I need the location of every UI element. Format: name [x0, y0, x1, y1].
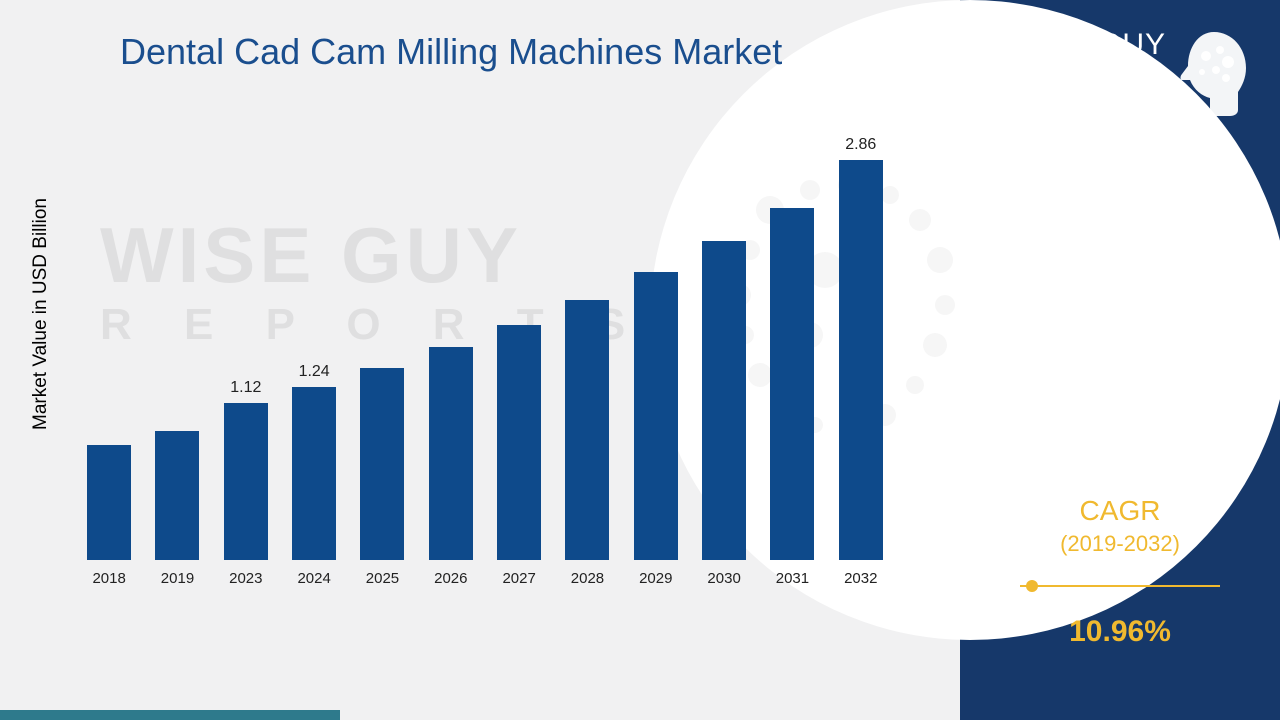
bar-col: 2.86: [827, 160, 895, 560]
x-axis-label: 2031: [758, 570, 826, 600]
bar-col: [485, 325, 553, 560]
accent-divider: [1020, 585, 1220, 587]
bar: [155, 431, 199, 560]
x-axis-label: 2032: [827, 570, 895, 600]
bar: [224, 403, 268, 560]
x-axis-label: 2025: [348, 570, 416, 600]
logo-text-sub: R E P O R T S: [972, 64, 1166, 80]
bar-col: [75, 445, 143, 560]
x-axis-label: 2029: [622, 570, 690, 600]
bar-col: [622, 272, 690, 560]
bar: [839, 160, 883, 560]
bar-value-label: 1.12: [230, 379, 261, 397]
bar-col: [417, 347, 485, 560]
bar-col: [758, 208, 826, 560]
logo-text-main: WISE GUY: [972, 28, 1166, 62]
x-axis-label: 2023: [212, 570, 280, 600]
x-axis-label: 2027: [485, 570, 553, 600]
bar-chart: 1.121.242.86 201820192023202420252026202…: [75, 160, 895, 600]
bar: [702, 241, 746, 560]
brand-logo: WISE GUY R E P O R T S: [972, 28, 1252, 118]
bar: [87, 445, 131, 560]
bar-col: [690, 241, 758, 560]
bar-col: [348, 368, 416, 560]
x-axis-label: 2024: [280, 570, 348, 600]
bar-value-label: 1.24: [299, 363, 330, 381]
bar: [429, 347, 473, 560]
bar: [497, 325, 541, 560]
cagr-block: CAGR (2019-2032) 10.96%: [1000, 495, 1240, 649]
x-axis-label: 2019: [143, 570, 211, 600]
bar-col: 1.12: [212, 403, 280, 560]
cagr-title: CAGR: [1000, 495, 1240, 527]
bar: [360, 368, 404, 560]
chart-title: Dental Cad Cam Milling Machines Market: [120, 30, 782, 73]
bar: [292, 387, 336, 560]
x-axis-label: 2026: [417, 570, 485, 600]
logo-head-icon: [1172, 28, 1252, 118]
bar: [634, 272, 678, 560]
bar-col: 1.24: [280, 387, 348, 560]
x-axis-label: 2028: [553, 570, 621, 600]
cagr-range: (2019-2032): [1000, 531, 1240, 557]
bar-col: [143, 431, 211, 560]
x-axis-label: 2018: [75, 570, 143, 600]
bar-value-label: 2.86: [845, 136, 876, 154]
cagr-value: 10.96%: [1000, 615, 1240, 649]
y-axis-label: Market Value in USD Billion: [30, 198, 52, 430]
bar: [565, 300, 609, 560]
bar-col: [553, 300, 621, 560]
bar: [770, 208, 814, 560]
x-axis-label: 2030: [690, 570, 758, 600]
bottom-accent-bar: [0, 710, 340, 720]
accent-dot-icon: [1026, 580, 1038, 592]
